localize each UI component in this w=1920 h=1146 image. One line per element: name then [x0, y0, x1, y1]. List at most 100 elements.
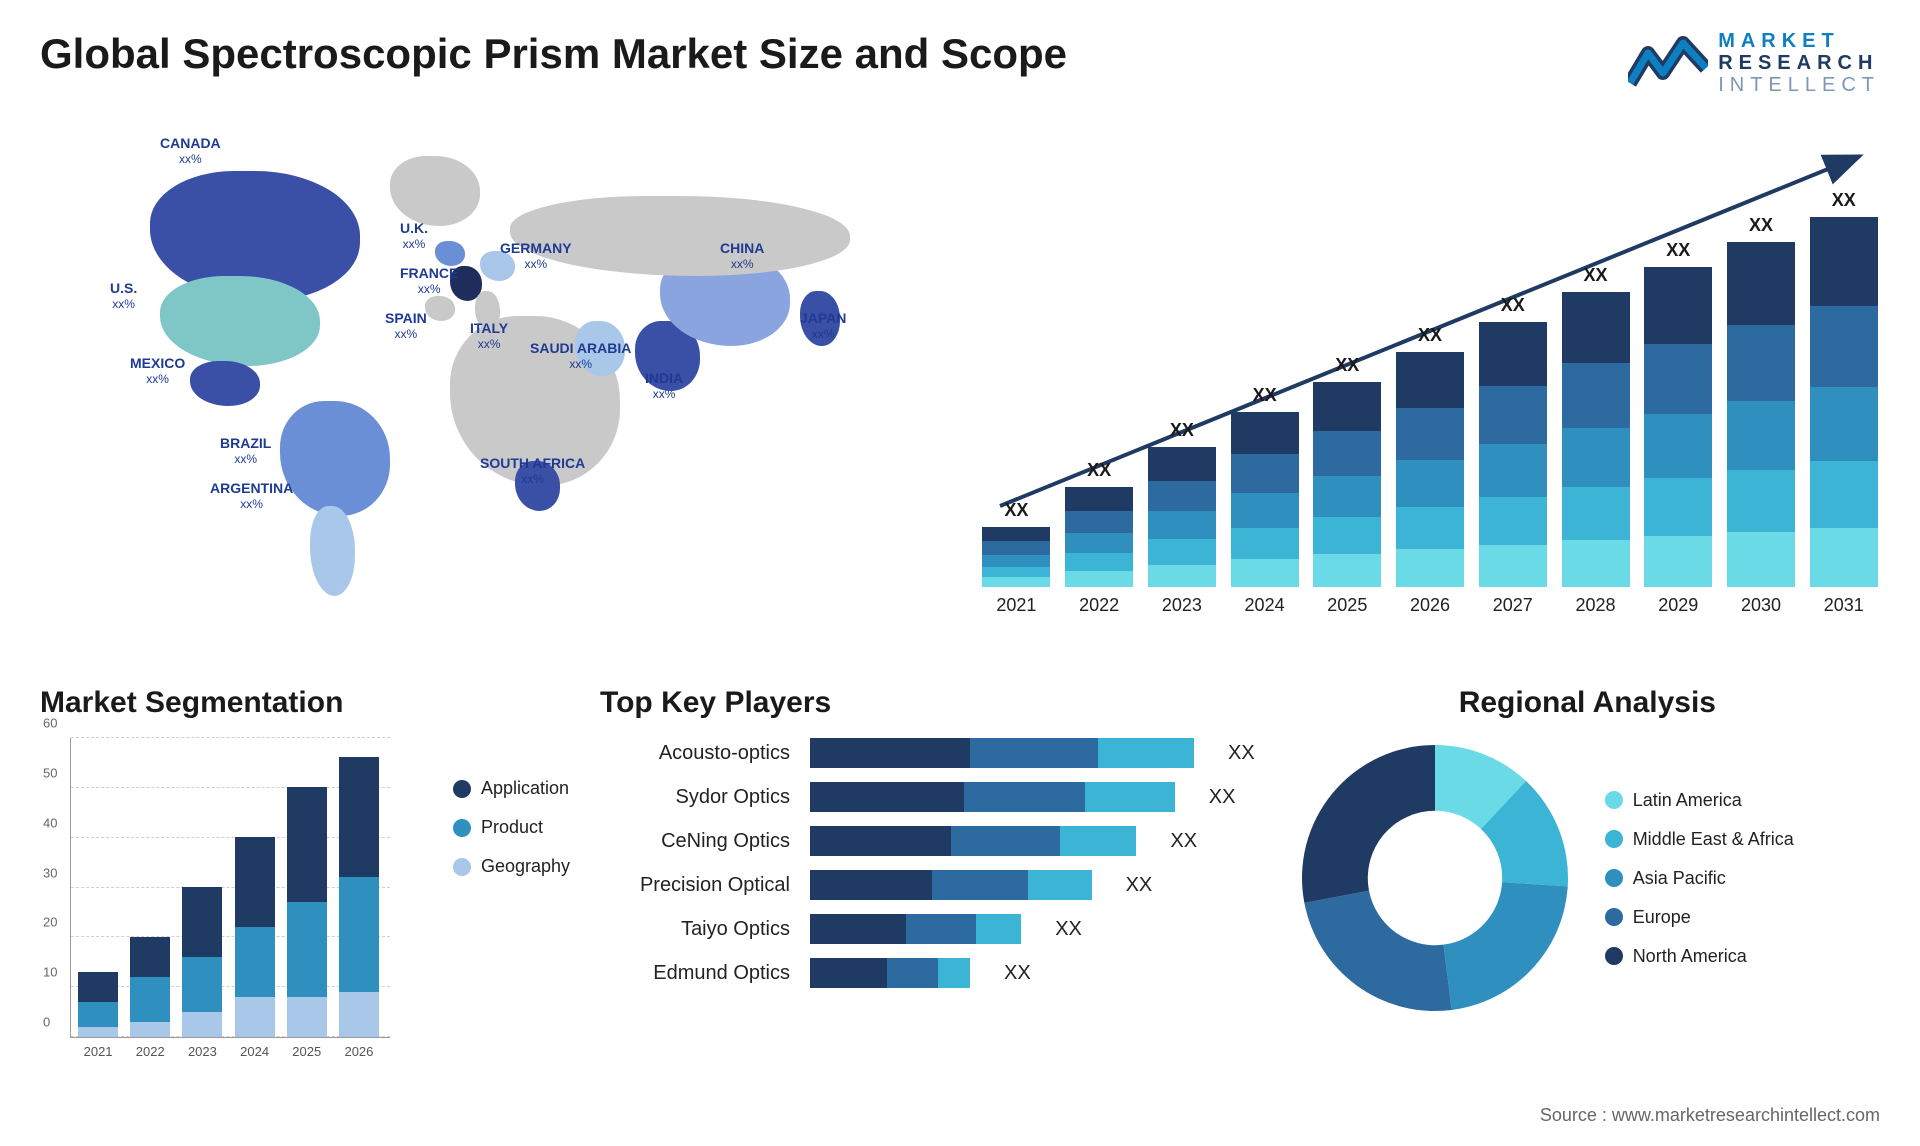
segmentation-bar-segment	[287, 997, 327, 1037]
map-label-mexico: MEXICOxx%	[130, 356, 185, 387]
forecast-bar-segment	[1231, 528, 1299, 560]
forecast-bar-segment	[1644, 536, 1712, 587]
forecast-bar-segment	[1148, 481, 1216, 512]
map-label-saudi-arabia: SAUDI ARABIAxx%	[530, 341, 631, 372]
forecast-bar-segment	[982, 527, 1050, 541]
legend-swatch-icon	[453, 780, 471, 798]
forecast-bar-segment	[1313, 517, 1381, 554]
key-player-value: XX	[1055, 918, 1082, 941]
forecast-bar-segment	[1396, 460, 1464, 507]
forecast-bar-segment	[1148, 447, 1216, 481]
forecast-bar-segment	[982, 555, 1050, 567]
forecast-bar-segment	[1065, 553, 1133, 571]
segmentation-legend: ApplicationProductGeography	[453, 778, 570, 877]
segmentation-bar-year: 2021	[84, 1044, 113, 1059]
map-label-spain: SPAINxx%	[385, 311, 427, 342]
forecast-bar-segment	[1562, 540, 1630, 587]
key-player-name: Edmund Optics	[600, 962, 790, 985]
legend-swatch-icon	[1605, 947, 1623, 965]
forecast-bar-year: 2023	[1162, 595, 1202, 616]
segmentation-bar-segment	[78, 972, 118, 1002]
segmentation-bar-segment	[182, 887, 222, 957]
forecast-bar-segment	[1562, 428, 1630, 487]
key-player-bar	[810, 958, 970, 988]
donut-slice	[1304, 891, 1451, 1011]
forecast-bar-segment	[1810, 461, 1878, 528]
forecast-bar-year: 2026	[1410, 595, 1450, 616]
segmentation-chart: 0102030405060202120222023202420252026	[70, 738, 390, 1038]
key-players-section: Top Key Players Acousto-opticsXXSydor Op…	[600, 686, 1255, 1066]
forecast-bar-value: XX	[1253, 385, 1277, 406]
key-player-bar	[810, 870, 1092, 900]
forecast-bar-segment	[1148, 565, 1216, 587]
key-player-bar-segment	[1098, 738, 1194, 768]
map-region	[280, 401, 390, 516]
segmentation-bar-segment	[235, 927, 275, 997]
forecast-bar-segment	[1727, 470, 1795, 532]
forecast-bar-segment	[1810, 217, 1878, 306]
legend-swatch-icon	[1605, 830, 1623, 848]
forecast-bar-segment	[982, 541, 1050, 554]
forecast-bar-segment	[1562, 292, 1630, 363]
forecast-bar: XX2031	[1807, 190, 1880, 616]
key-player-bar-segment	[810, 782, 964, 812]
legend-label: Latin America	[1633, 790, 1742, 811]
forecast-bar-segment	[1562, 487, 1630, 540]
segmentation-legend-item: Geography	[453, 856, 570, 877]
forecast-bar-segment	[1562, 363, 1630, 428]
key-player-bar	[810, 826, 1136, 856]
segmentation-bar-segment	[130, 1022, 170, 1037]
key-player-bar-segment	[1085, 782, 1175, 812]
donut-wrap: Latin AmericaMiddle East & AfricaAsia Pa…	[1295, 738, 1880, 1018]
key-player-bar	[810, 782, 1175, 812]
segmentation-bar: 2022	[129, 937, 171, 1037]
key-player-value: XX	[1209, 786, 1236, 809]
forecast-bar-value: XX	[1087, 460, 1111, 481]
logo-icon	[1628, 33, 1708, 93]
forecast-bar: XX2023	[1145, 420, 1218, 616]
segmentation-bar-segment	[235, 997, 275, 1037]
forecast-bar-year: 2021	[996, 595, 1036, 616]
forecast-bar-segment	[1148, 511, 1216, 539]
forecast-bar-segment	[982, 577, 1050, 587]
key-player-bar-segment	[951, 826, 1060, 856]
map-label-japan: JAPANxx%	[800, 311, 846, 342]
key-player-bar-segment	[938, 958, 970, 988]
key-player-bar-segment	[810, 958, 887, 988]
forecast-bar-segment	[1396, 507, 1464, 549]
key-player-row: Acousto-opticsXX	[600, 738, 1255, 768]
logo-line3: INTELLECT	[1718, 74, 1880, 96]
regional-legend: Latin AmericaMiddle East & AfricaAsia Pa…	[1605, 790, 1794, 967]
forecast-bar-year: 2030	[1741, 595, 1781, 616]
segmentation-bar-year: 2024	[240, 1044, 269, 1059]
map-label-argentina: ARGENTINAxx%	[210, 481, 293, 512]
segmentation-bar: 2021	[77, 972, 119, 1037]
legend-label: North America	[1633, 946, 1747, 967]
segmentation-gridline	[71, 737, 390, 738]
forecast-bar-segment	[1396, 549, 1464, 587]
segmentation-ytick: 0	[43, 1015, 50, 1030]
segmentation-bar-segment	[182, 1012, 222, 1037]
legend-swatch-icon	[1605, 869, 1623, 887]
forecast-bar: XX2030	[1725, 215, 1798, 616]
legend-swatch-icon	[453, 819, 471, 837]
key-player-row: Taiyo OpticsXX	[600, 914, 1255, 944]
forecast-bar-segment	[1727, 532, 1795, 587]
regional-legend-item: Europe	[1605, 907, 1794, 928]
forecast-bar-value: XX	[1832, 190, 1856, 211]
segmentation-bar: 2023	[181, 887, 223, 1037]
forecast-bar-segment	[1727, 401, 1795, 470]
segmentation-ytick: 30	[43, 865, 57, 880]
map-label-germany: GERMANYxx%	[500, 241, 572, 272]
forecast-bar-segment	[1313, 554, 1381, 587]
forecast-bar-segment	[1396, 408, 1464, 460]
forecast-bar-segment	[982, 567, 1050, 578]
forecast-bar-segment	[1065, 571, 1133, 587]
key-player-row: CeNing OpticsXX	[600, 826, 1255, 856]
forecast-bar-segment	[1479, 545, 1547, 587]
world-map: CANADAxx%U.S.xx%MEXICOxx%BRAZILxx%ARGENT…	[40, 126, 940, 646]
segmentation-bar-year: 2025	[292, 1044, 321, 1059]
key-player-bar-segment	[932, 870, 1028, 900]
key-player-bar-segment	[810, 826, 951, 856]
key-player-row: Precision OpticalXX	[600, 870, 1255, 900]
